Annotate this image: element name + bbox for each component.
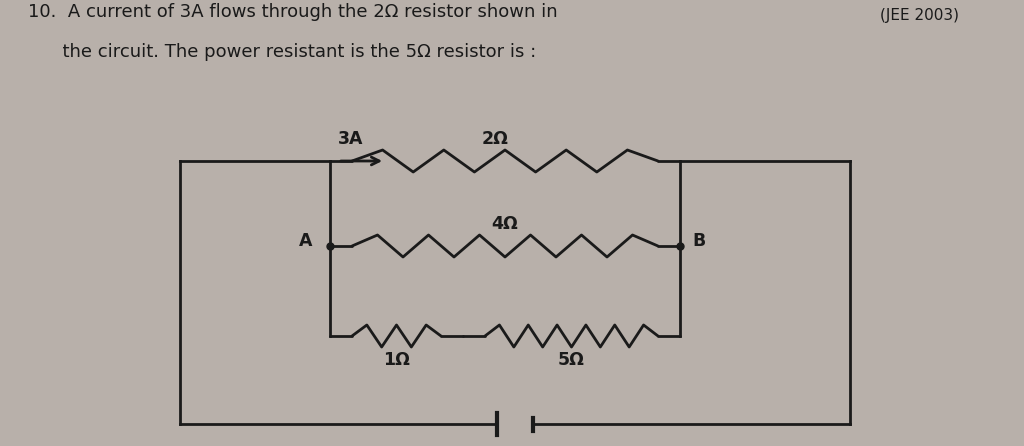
Text: 10.  A current of 3A flows through the 2Ω resistor shown in: 10. A current of 3A flows through the 2Ω…	[28, 3, 558, 21]
Text: 4Ω: 4Ω	[492, 215, 518, 233]
Text: 3A: 3A	[338, 130, 364, 148]
Text: (JEE 2003): (JEE 2003)	[880, 8, 959, 23]
Text: 1Ω: 1Ω	[383, 351, 410, 369]
Text: 2Ω: 2Ω	[481, 130, 509, 148]
Text: A: A	[299, 232, 312, 250]
Text: the circuit. The power resistant is the 5Ω resistor is :: the circuit. The power resistant is the …	[28, 43, 537, 61]
Text: 5Ω: 5Ω	[558, 351, 585, 369]
Text: B: B	[692, 232, 706, 250]
